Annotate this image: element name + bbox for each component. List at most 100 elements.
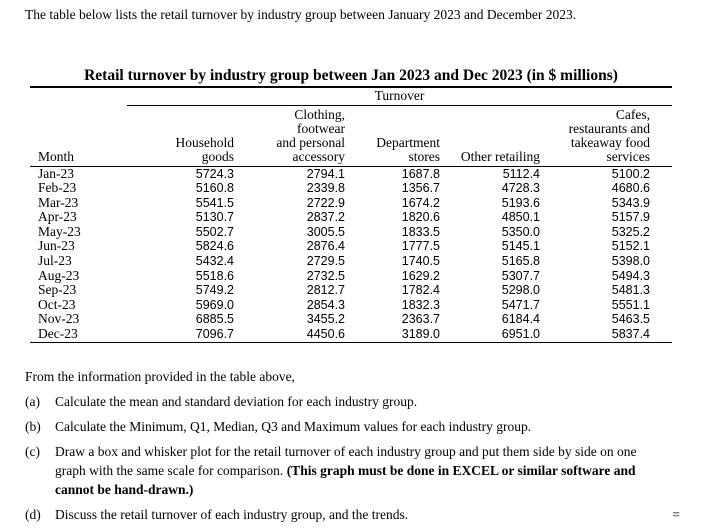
clothing-footwear-value: 2722.9 bbox=[306, 195, 345, 210]
cafes-restaurants-value: 5343.9 bbox=[611, 195, 650, 210]
column-header-department-stores: Department stores bbox=[350, 105, 445, 167]
household-goods-value: 7096.7 bbox=[195, 327, 234, 342]
other-retailing-value: 5112.4 bbox=[502, 166, 540, 181]
question-c-text-normal: Draw a box and whisker plot for the reta… bbox=[55, 443, 637, 478]
cafes-restaurants-value: 5398.0 bbox=[611, 254, 650, 269]
table-row: Nov-23 6885.5 3455.2 2363.7 6184.4 5463.… bbox=[30, 312, 672, 327]
household-goods-value: 5724.3 bbox=[195, 166, 234, 181]
clothing-footwear-value: 2812.7 bbox=[306, 283, 345, 298]
household-goods-value: 5749.2 bbox=[195, 283, 234, 298]
department-stores-value: 1820.6 bbox=[401, 210, 440, 225]
month-cell: Sep-23 bbox=[38, 282, 77, 298]
department-stores-value: 1832.3 bbox=[401, 297, 440, 312]
table-row: Jan-23 5724.3 2794.1 1687.8 5112.4 5100.… bbox=[30, 166, 672, 181]
department-stores-value: 1629.2 bbox=[401, 268, 440, 283]
question-b-label: (b) bbox=[25, 418, 41, 434]
household-goods-value: 5160.8 bbox=[195, 181, 234, 196]
other-retailing-value: 6184.4 bbox=[501, 312, 540, 327]
table-row: Apr-23 5130.7 2837.2 1820.6 4850.1 5157.… bbox=[30, 210, 672, 225]
question-d-label: (d) bbox=[25, 506, 41, 522]
other-retailing-value: 5165.8 bbox=[501, 254, 540, 269]
month-cell: Nov-23 bbox=[38, 311, 80, 327]
question-c-label: (c) bbox=[25, 443, 40, 459]
question-b-text: Calculate the Minimum, Q1, Median, Q3 an… bbox=[55, 418, 532, 434]
clothing-footwear-value: 3005.5 bbox=[306, 224, 345, 239]
department-stores-value: 1740.5 bbox=[401, 254, 440, 269]
column-header-row: Month Household goods Clothing, footwear… bbox=[30, 105, 672, 167]
clothing-footwear-value: 2729.5 bbox=[306, 254, 345, 269]
column-header-other-retailing: Other retailing bbox=[445, 105, 545, 167]
question-a-text: Calculate the mean and standard deviatio… bbox=[55, 393, 418, 409]
other-retailing-value: 5471.7 bbox=[501, 297, 540, 312]
month-cell: Mar-23 bbox=[38, 194, 79, 210]
department-stores-value: 3189.0 bbox=[401, 327, 440, 342]
cafes-restaurants-value: 5837.4 bbox=[611, 327, 650, 342]
other-retailing-value: 6951.0 bbox=[501, 327, 540, 342]
turnover-spacer-cell bbox=[30, 88, 127, 105]
month-cell: Dec-23 bbox=[38, 326, 78, 342]
month-cell: Jul-23 bbox=[38, 253, 72, 269]
clothing-footwear-value: 2794.1 bbox=[306, 166, 345, 181]
month-cell: May-23 bbox=[38, 223, 81, 239]
household-goods-value: 5541.5 bbox=[195, 195, 234, 210]
cafes-restaurants-value: 5325.2 bbox=[611, 224, 650, 239]
cafes-restaurants-value: 5100.2 bbox=[611, 166, 650, 181]
intro-paragraph: The table below lists the retail turnove… bbox=[25, 7, 577, 22]
table-row: Aug-23 5518.6 2732.5 1629.2 5307.7 5494.… bbox=[30, 268, 672, 284]
retail-turnover-table: Retail turnover by industry group betwee… bbox=[30, 66, 672, 343]
question-a: (a) Calculate the mean and standard devi… bbox=[25, 392, 680, 411]
month-cell: Jan-23 bbox=[38, 165, 74, 181]
data-table: Turnover Month Household goods Clothing,… bbox=[30, 88, 672, 343]
question-d-text: Discuss the retail turnover of each indu… bbox=[55, 506, 409, 522]
question-c: (c) Draw a box and whisker plot for the … bbox=[25, 442, 680, 499]
clothing-footwear-value: 2837.2 bbox=[306, 210, 345, 225]
column-header-household-goods: Household goods bbox=[127, 105, 239, 167]
clothing-footwear-value: 2339.8 bbox=[306, 181, 345, 196]
column-header-month: Month bbox=[30, 105, 127, 167]
clothing-footwear-value: 2732.5 bbox=[306, 268, 345, 283]
other-retailing-value: 5298.0 bbox=[501, 283, 540, 298]
cafes-restaurants-value: 5157.9 bbox=[611, 210, 650, 225]
turnover-group-row: Turnover bbox=[30, 88, 672, 106]
equals-mark: = bbox=[672, 506, 680, 522]
question-a-label: (a) bbox=[25, 393, 40, 409]
month-cell: Feb-23 bbox=[38, 180, 77, 196]
other-retailing-value: 5307.7 bbox=[501, 268, 540, 283]
cafes-restaurants-value: 4680.6 bbox=[611, 181, 650, 196]
household-goods-value: 5502.7 bbox=[195, 224, 234, 239]
question-c-text: Draw a box and whisker plot for the reta… bbox=[55, 442, 665, 499]
month-cell: Oct-23 bbox=[38, 296, 76, 312]
household-goods-value: 5432.4 bbox=[195, 254, 234, 269]
table-title: Retail turnover by industry group betwee… bbox=[30, 66, 672, 88]
clothing-footwear-value: 2876.4 bbox=[306, 239, 345, 254]
column-header-clothing-footwear: Clothing, footwear and personal accessor… bbox=[239, 105, 350, 167]
department-stores-value: 2363.7 bbox=[401, 312, 440, 327]
cafes-restaurants-value: 5152.1 bbox=[611, 239, 650, 254]
table-row: Sep-23 5749.2 2812.7 1782.4 5298.0 5481.… bbox=[30, 283, 672, 298]
clothing-footwear-value: 3455.2 bbox=[306, 312, 345, 327]
household-goods-value: 5130.7 bbox=[195, 210, 234, 225]
question-b: (b) Calculate the Minimum, Q1, Median, Q… bbox=[25, 417, 680, 436]
cafes-restaurants-value: 5481.3 bbox=[611, 283, 650, 298]
clothing-footwear-value: 2854.3 bbox=[306, 297, 345, 312]
cafes-restaurants-value: 5463.5 bbox=[611, 312, 650, 327]
table-row: Oct-23 5969.0 2854.3 1832.3 5471.7 5551.… bbox=[30, 296, 672, 313]
household-goods-value: 5518.6 bbox=[195, 268, 234, 283]
clothing-footwear-value: 4450.6 bbox=[306, 327, 345, 342]
department-stores-value: 1356.7 bbox=[401, 181, 440, 196]
table-row: Jul-23 5432.4 2729.5 1740.5 5165.8 5398.… bbox=[30, 253, 672, 269]
household-goods-value: 5969.0 bbox=[195, 297, 234, 312]
other-retailing-value: 5145.1 bbox=[501, 239, 540, 254]
other-retailing-value: 4850.1 bbox=[501, 210, 540, 225]
other-retailing-value: 5193.6 bbox=[501, 195, 540, 210]
department-stores-value: 1782.4 bbox=[401, 283, 440, 298]
cafes-restaurants-value: 5551.1 bbox=[611, 297, 650, 312]
household-goods-value: 5824.6 bbox=[195, 239, 234, 254]
question-d: (d) Discuss the retail turnover of each … bbox=[25, 505, 680, 524]
household-goods-value: 6885.5 bbox=[195, 312, 234, 327]
department-stores-value: 1777.5 bbox=[401, 239, 440, 254]
column-header-cafes-restaurants: Cafes, restaurants and takeaway food ser… bbox=[545, 105, 672, 167]
table-row: Jun-23 5824.6 2876.4 1777.5 5145.1 5152.… bbox=[30, 239, 672, 254]
department-stores-value: 1687.8 bbox=[401, 166, 440, 181]
